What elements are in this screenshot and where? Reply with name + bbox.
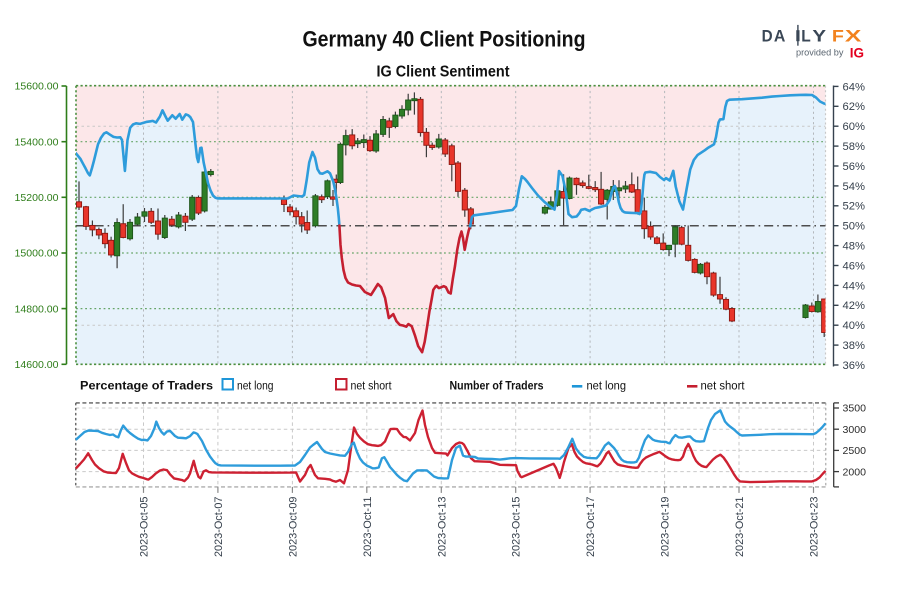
svg-text:2023-Oct-05: 2023-Oct-05 [139,497,151,558]
svg-text:14600.00: 14600.00 [15,359,59,371]
svg-text:15400.00: 15400.00 [15,136,59,148]
svg-text:2023-Oct-13: 2023-Oct-13 [436,497,448,558]
svg-text:60%: 60% [843,121,866,133]
svg-text:2500: 2500 [843,445,867,457]
svg-text:15000.00: 15000.00 [15,248,59,260]
svg-text:40%: 40% [843,320,866,332]
svg-text:36%: 36% [843,360,866,372]
svg-text:2000: 2000 [843,466,867,478]
svg-text:46%: 46% [843,260,866,272]
svg-text:3500: 3500 [843,403,867,415]
svg-text:net long: net long [587,381,627,393]
svg-text:Y: Y [812,27,826,46]
svg-text:52%: 52% [843,201,866,213]
svg-text:50%: 50% [843,221,866,233]
svg-text:38%: 38% [843,340,866,352]
svg-text:62%: 62% [843,101,866,113]
svg-text:2023-Oct-19: 2023-Oct-19 [660,497,672,558]
svg-text:48%: 48% [843,241,866,253]
svg-text:2023-Oct-23: 2023-Oct-23 [809,497,821,558]
svg-text:net short: net short [351,381,393,393]
svg-text:Number of Traders: Number of Traders [450,381,544,393]
svg-text:2023-Oct-09: 2023-Oct-09 [287,497,299,558]
svg-text:A: A [774,27,786,46]
svg-text:56%: 56% [843,161,866,173]
svg-text:2023-Oct-21: 2023-Oct-21 [734,497,746,558]
svg-text:provided by: provided by [796,48,844,59]
svg-text:15600.00: 15600.00 [15,81,59,93]
svg-text:L: L [801,27,811,46]
svg-text:2023-Oct-07: 2023-Oct-07 [213,497,225,558]
svg-text:X: X [845,27,862,46]
svg-text:14800.00: 14800.00 [15,303,59,315]
svg-text:64%: 64% [843,81,866,93]
svg-text:54%: 54% [843,181,866,193]
svg-text:net short: net short [701,381,746,393]
svg-text:44%: 44% [843,280,866,292]
svg-text:IG Client Sentiment: IG Client Sentiment [377,64,511,81]
svg-text:2023-Oct-11: 2023-Oct-11 [362,497,374,558]
svg-text:net long: net long [237,381,274,393]
svg-text:IG: IG [850,46,864,61]
svg-text:3000: 3000 [843,424,867,436]
svg-text:2023-Oct-15: 2023-Oct-15 [511,497,523,558]
svg-text:15200.00: 15200.00 [15,192,59,204]
svg-text:2023-Oct-17: 2023-Oct-17 [585,497,597,558]
svg-text:Germany 40 Client Positioning: Germany 40 Client Positioning [303,27,586,52]
svg-text:D: D [762,27,773,46]
svg-text:58%: 58% [843,141,866,153]
svg-text:Percentage of Traders: Percentage of Traders [80,381,213,393]
svg-text:42%: 42% [843,300,866,312]
svg-text:F: F [832,27,844,46]
